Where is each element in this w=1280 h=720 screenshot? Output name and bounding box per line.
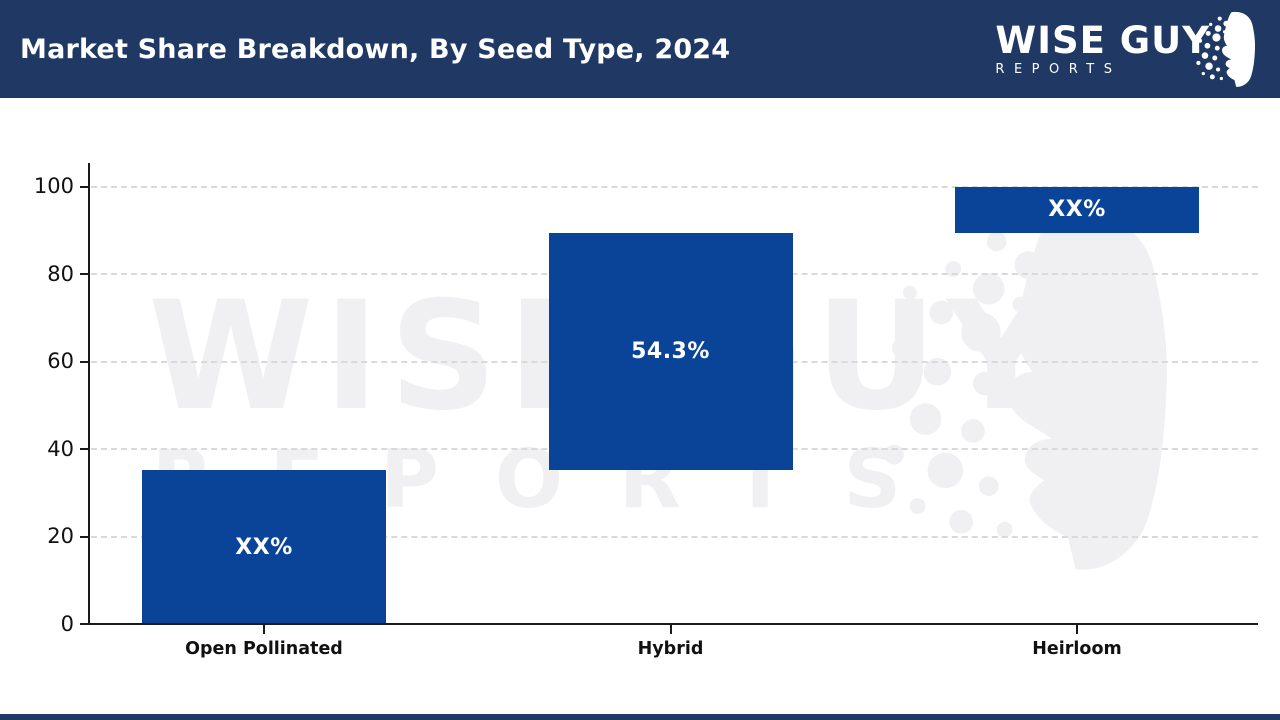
x-axis-label-hybrid: Hybrid bbox=[637, 639, 704, 659]
dot-head-logo-icon bbox=[1195, 11, 1256, 87]
y-tick-label-60: 60 bbox=[47, 349, 74, 373]
header-bar: Market Share Breakdown, By Seed Type, 20… bbox=[0, 0, 1280, 98]
y-tick-mark-60 bbox=[80, 360, 89, 363]
y-tick-mark-40 bbox=[80, 448, 89, 450]
brand-name: WISE GUY bbox=[995, 19, 1210, 62]
x-axis-line bbox=[88, 623, 1258, 625]
x-axis-label-open-pollinated: Open Pollinated bbox=[185, 639, 343, 659]
bar-value-label-heirloom: XX% bbox=[1048, 197, 1106, 223]
x-tick-mark-heirloom bbox=[1076, 625, 1078, 634]
dot-head-watermark-icon bbox=[882, 208, 1167, 570]
y-tick-mark-0 bbox=[80, 623, 89, 625]
x-axis-label-heirloom: Heirloom bbox=[1032, 639, 1122, 659]
y-tick-label-100: 100 bbox=[33, 174, 74, 198]
page-title: Market Share Breakdown, By Seed Type, 20… bbox=[20, 33, 731, 65]
y-tick-mark-80 bbox=[80, 273, 89, 275]
y-tick-label-80: 80 bbox=[47, 261, 74, 286]
y-tick-mark-20 bbox=[80, 535, 89, 538]
gridline-20 bbox=[91, 535, 1258, 538]
bar-heirloom: XX% bbox=[955, 186, 1199, 233]
y-tick-label-40: 40 bbox=[47, 436, 74, 461]
gridline-100 bbox=[91, 185, 1258, 188]
bar-value-label-open-pollinated: XX% bbox=[235, 534, 293, 560]
x-tick-mark-hybrid bbox=[669, 625, 672, 634]
brand-subname: REPORTS bbox=[995, 62, 1122, 77]
y-tick-label-0: 0 bbox=[60, 611, 74, 636]
brand-logo: WISE GUY REPORTS bbox=[995, 7, 1266, 91]
brand-logo-text: WISE GUY REPORTS bbox=[995, 22, 1210, 76]
y-tick-label-20: 20 bbox=[47, 524, 74, 548]
footer-bar bbox=[0, 714, 1280, 720]
bar-hybrid: 54.3% bbox=[548, 232, 793, 471]
y-tick-mark-100 bbox=[80, 185, 89, 188]
bar-value-label-hybrid: 54.3% bbox=[631, 339, 710, 365]
bar-open-pollinated: XX% bbox=[142, 470, 386, 624]
x-tick-mark-open-pollinated bbox=[263, 625, 265, 634]
y-axis-line bbox=[88, 163, 90, 625]
